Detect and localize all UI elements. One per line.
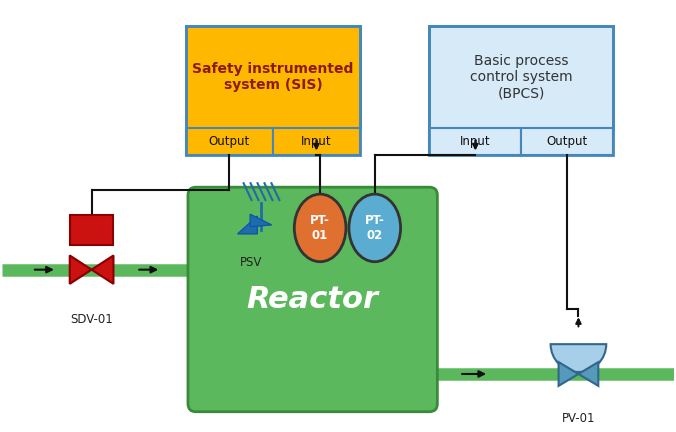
- Polygon shape: [91, 255, 114, 284]
- Polygon shape: [70, 255, 91, 284]
- Text: Input: Input: [460, 135, 491, 148]
- Text: Output: Output: [209, 135, 250, 148]
- Polygon shape: [579, 362, 598, 386]
- Text: Output: Output: [547, 135, 588, 148]
- Polygon shape: [238, 216, 258, 234]
- Bar: [273, 127, 360, 156]
- FancyBboxPatch shape: [188, 187, 437, 412]
- Text: PV-01: PV-01: [562, 412, 595, 425]
- Text: Input: Input: [301, 135, 332, 148]
- Bar: [429, 26, 613, 156]
- Polygon shape: [558, 362, 579, 386]
- Ellipse shape: [349, 194, 401, 262]
- Bar: [429, 127, 521, 156]
- Bar: [70, 215, 114, 245]
- Text: Reactor: Reactor: [247, 285, 379, 314]
- Text: PSV: PSV: [239, 256, 262, 269]
- Bar: [186, 127, 273, 156]
- Wedge shape: [551, 344, 606, 372]
- Text: PT-
01: PT- 01: [310, 214, 330, 242]
- Bar: [521, 127, 613, 156]
- Ellipse shape: [294, 194, 346, 262]
- Text: SDV-01: SDV-01: [70, 313, 113, 326]
- Polygon shape: [250, 214, 272, 227]
- Bar: [186, 26, 360, 156]
- Bar: [429, 26, 613, 127]
- Text: PT-
02: PT- 02: [365, 214, 385, 242]
- Text: Basic process
control system
(BPCS): Basic process control system (BPCS): [470, 54, 573, 100]
- Text: Safety instrumented
system (SIS): Safety instrumented system (SIS): [192, 62, 354, 92]
- Bar: [186, 26, 360, 127]
